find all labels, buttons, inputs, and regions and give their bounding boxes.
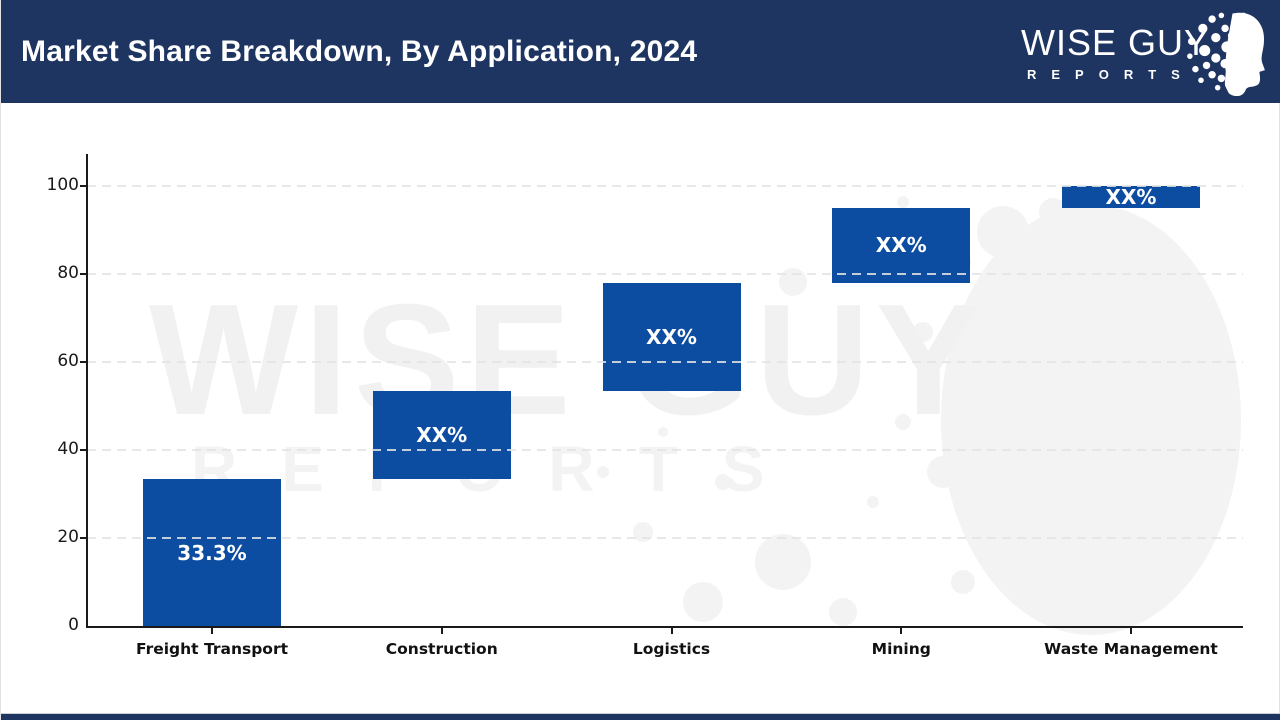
x-tick-mark <box>211 628 213 634</box>
logo-wordmark: WISE GUY <box>1021 22 1210 63</box>
dotted-head-icon <box>1187 12 1265 96</box>
bar-value-label: 33.3% <box>177 540 247 565</box>
x-axis-line <box>86 626 1243 628</box>
x-tick-mark <box>440 628 443 634</box>
y-tick-mark <box>80 185 87 187</box>
bar-value-label: XX% <box>875 233 927 258</box>
gridline-100 <box>87 185 1243 187</box>
wise-guy-reports-logo: WISE GUY REPORTS <box>1021 8 1269 96</box>
x-axis-label: Waste Management <box>1044 640 1218 658</box>
x-axis-label: Logistics <box>632 640 711 658</box>
y-tick-mark <box>80 449 87 451</box>
page-title: Market Share Breakdown, By Application, … <box>21 35 698 68</box>
y-tick-label: 0 <box>68 615 79 635</box>
logo-subtitle: REPORTS <box>1027 67 1195 82</box>
y-tick-label: 100 <box>46 175 79 195</box>
bar-value-label: XX% <box>646 325 697 350</box>
gridline-40 <box>87 449 1243 451</box>
header-bar: Market Share Breakdown, By Application, … <box>1 0 1280 103</box>
logo-text: WISE GUY REPORTS <box>1021 22 1209 82</box>
y-tick-label: 40 <box>57 439 79 459</box>
y-tick-label: 80 <box>57 263 79 283</box>
bar-waste-management: XX% <box>1062 185 1200 209</box>
y-tick-mark <box>80 273 87 275</box>
bar-value-label: XX% <box>416 423 468 448</box>
x-tick-mark <box>900 628 903 634</box>
bar-freight-transport: 33.3% <box>143 479 281 626</box>
bar-logistics: XX% <box>602 282 741 392</box>
y-tick-label: 20 <box>57 527 79 547</box>
footer-bar <box>1 713 1280 720</box>
bar-construction: XX% <box>372 391 511 480</box>
y-tick-mark <box>80 537 87 539</box>
gridline-80 <box>87 273 1243 275</box>
gridline-60 <box>87 361 1243 363</box>
y-tick-label: 60 <box>57 351 79 371</box>
x-tick-mark <box>670 628 673 634</box>
y-axis-line <box>86 154 88 628</box>
gridline-20 <box>87 537 1243 539</box>
bar-value-label: XX% <box>1105 185 1157 209</box>
x-axis-label: Construction <box>385 640 498 658</box>
y-tick-mark <box>80 361 87 363</box>
x-axis-label: Freight Transport <box>135 640 289 658</box>
bar-mining: XX% <box>832 208 971 283</box>
watermark-wordmark: WISE GUY <box>149 272 988 448</box>
x-axis-label: Mining <box>871 640 931 658</box>
x-tick-mark <box>1130 628 1132 634</box>
